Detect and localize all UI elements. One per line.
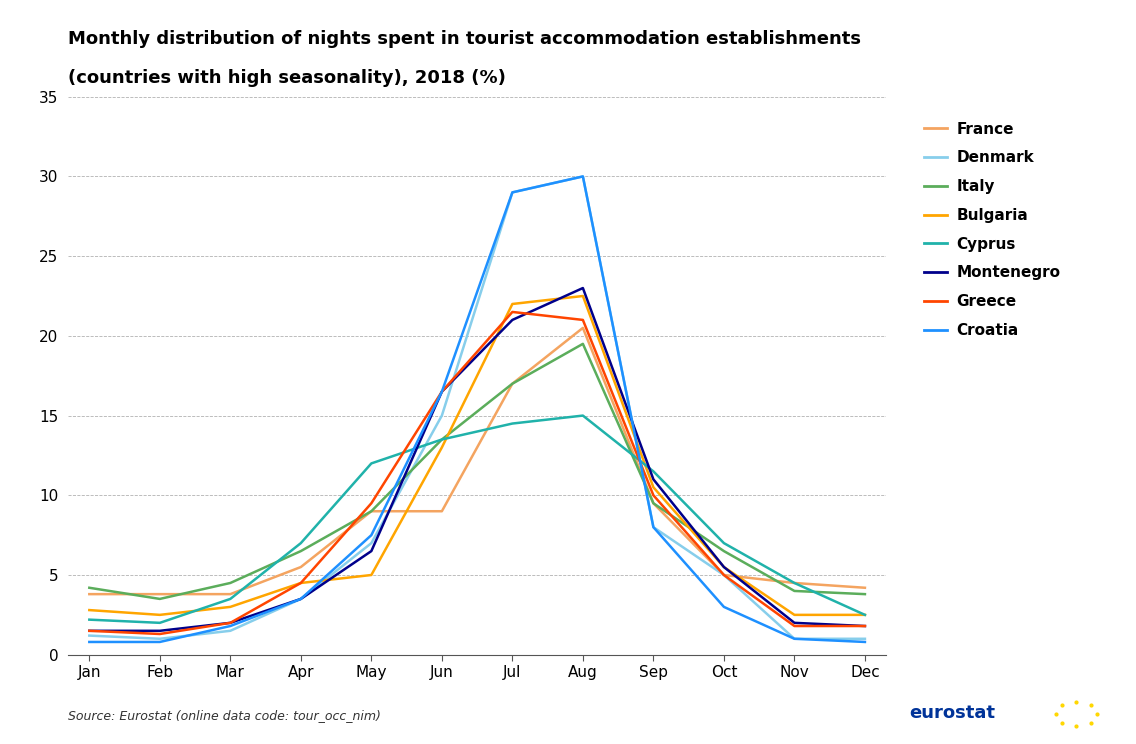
- Text: (countries with high seasonality), 2018 (%): (countries with high seasonality), 2018 …: [68, 69, 506, 87]
- Text: Source: Eurostat (online data code: tour_occ_nim): Source: Eurostat (online data code: tour…: [68, 709, 381, 722]
- Legend: France, Denmark, Italy, Bulgaria, Cyprus, Montenegro, Greece, Croatia: France, Denmark, Italy, Bulgaria, Cyprus…: [918, 115, 1067, 344]
- Text: Monthly distribution of nights spent in tourist accommodation establishments: Monthly distribution of nights spent in …: [68, 30, 861, 48]
- Text: eurostat: eurostat: [909, 704, 995, 722]
